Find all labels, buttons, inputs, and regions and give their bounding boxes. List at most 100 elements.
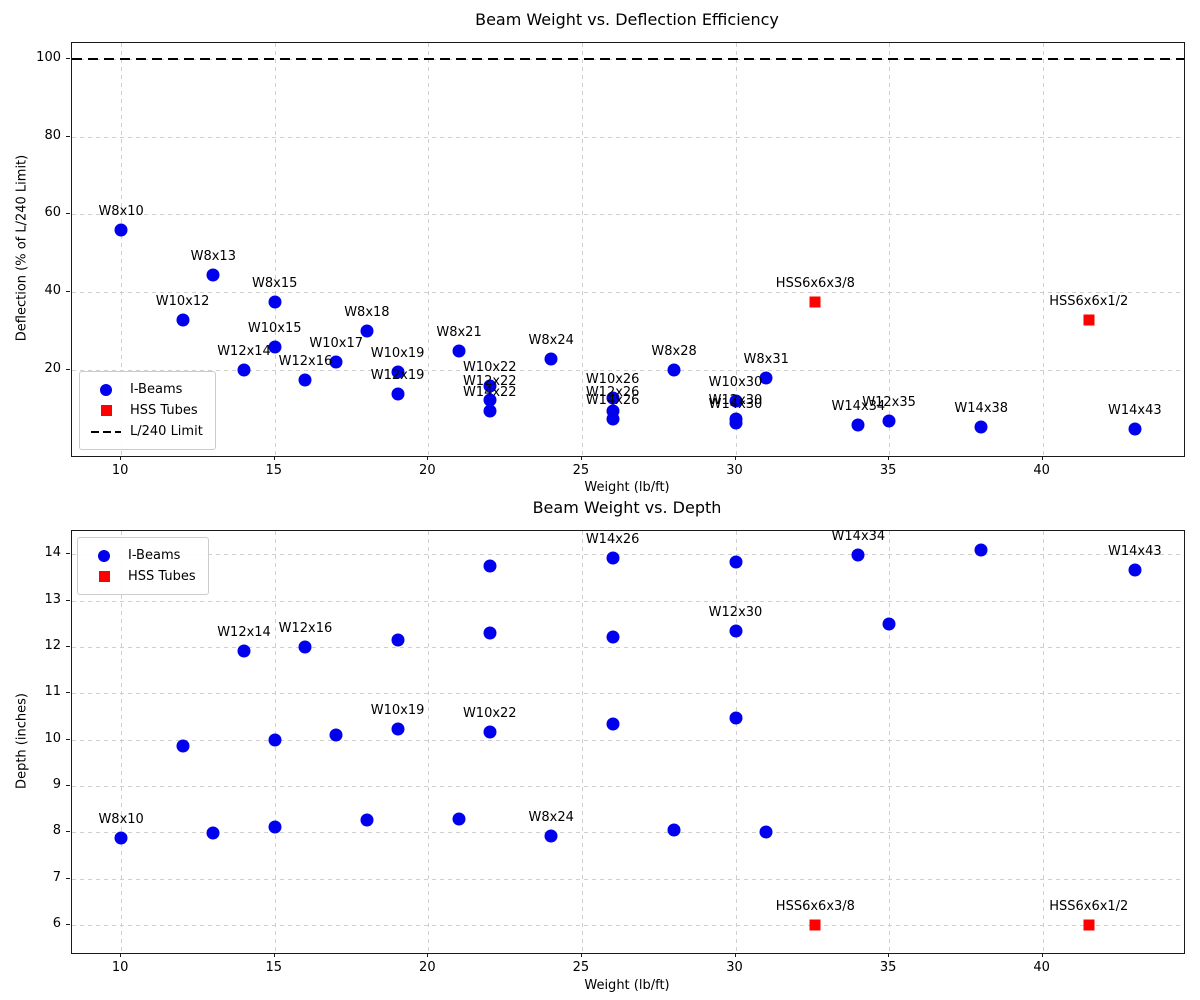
point-annotation: HSS6x6x1/2: [1049, 293, 1129, 309]
point-annotation: W8x31: [743, 352, 789, 368]
x-tick-label: 30: [726, 463, 743, 478]
data-point-w10x30: [729, 394, 742, 408]
x-gridline: [581, 43, 583, 456]
data-point-w12x30: [729, 624, 742, 638]
legend-entry-label: I-Beams: [130, 382, 183, 397]
point-annotation: HSS6x6x1/2: [1049, 899, 1129, 915]
point-annotation: W8x18: [344, 305, 390, 321]
data-point-w14x43: [1128, 422, 1142, 436]
x-tick-label: 35: [879, 463, 897, 478]
point-annotation: W14x43: [1108, 543, 1162, 559]
data-point-w8x10: [114, 223, 128, 237]
x-tick-mark: [120, 456, 122, 460]
data-point-w8x31: [759, 371, 773, 385]
x-tick-label: 25: [572, 463, 590, 478]
point-annotation: W12x16: [278, 354, 333, 370]
y-gridline: [72, 878, 1184, 880]
point-annotation: W14x43: [1108, 402, 1162, 418]
data-point-w14x38: [974, 543, 988, 557]
data-point-w8x31: [759, 825, 773, 839]
legend-entry: HSS Tubes: [88, 566, 196, 587]
x-gridline: [274, 43, 276, 456]
data-point-w12x35: [882, 414, 896, 428]
y-gridline: [72, 693, 1184, 695]
y-tick-label: 40: [44, 283, 61, 299]
depth-legend: I-Beams HSS Tubes: [77, 537, 209, 595]
x-tick-label: 15: [265, 960, 282, 975]
y-tick-mark: [66, 599, 70, 601]
point-annotation: W8x28: [651, 344, 697, 360]
legend-marker-icon: [90, 430, 122, 433]
x-tick-mark: [734, 953, 736, 957]
x-tick-label: 25: [572, 960, 590, 975]
x-tick-mark: [120, 953, 122, 957]
dashed-line-icon: [91, 430, 121, 433]
point-annotation: W12x14: [217, 344, 271, 360]
point-annotation: W10x17: [309, 336, 363, 352]
legend-entry: L/240 Limit: [90, 421, 203, 442]
y-tick-label: 12: [44, 637, 61, 653]
data-point-w8x10: [114, 831, 128, 845]
data-point-w10x26: [606, 717, 620, 731]
data-point-hss6x6x3/8: [809, 919, 821, 931]
data-point-w14x22: [483, 404, 497, 418]
x-gridline: [428, 531, 430, 953]
data-point-w14x22: [483, 559, 497, 573]
x-gridline: [1042, 43, 1044, 456]
deflection-plot-area: W8x10 W10x12 W8x13 W12x14 W8x15 W10x15 W12x16 W…: [71, 42, 1185, 457]
point-annotation: W10x19: [370, 346, 425, 362]
point-annotation: HSS6x6x3/8: [775, 899, 855, 915]
x-gridline: [735, 43, 737, 456]
data-point-w14x30: [729, 416, 742, 430]
y-tick-label: 60: [44, 205, 61, 221]
y-gridline: [72, 925, 1184, 927]
x-tick-mark: [1041, 456, 1043, 460]
point-annotation: W14x26: [585, 392, 640, 408]
y-tick-mark: [66, 831, 70, 833]
x-gridline: [889, 43, 891, 456]
y-gridline: [72, 646, 1184, 648]
data-point-w12x16: [298, 640, 312, 654]
x-tick-mark: [888, 456, 890, 460]
y-tick-label: 13: [44, 591, 61, 607]
y-tick-label: 14: [44, 545, 61, 561]
data-point-w12x16: [298, 373, 312, 387]
data-point-w14x38: [974, 420, 988, 434]
data-point-w8x18: [360, 324, 374, 338]
data-point-hss6x6x1/2: [1083, 314, 1095, 326]
y-tick-mark: [66, 785, 70, 787]
x-gridline: [121, 43, 123, 456]
data-point-w8x24: [544, 829, 558, 843]
x-gridline: [889, 531, 891, 953]
square-marker-icon: [100, 405, 112, 416]
point-annotation: W12x30: [708, 605, 763, 621]
data-point-w8x24: [544, 352, 558, 366]
x-tick-mark: [273, 456, 275, 460]
point-annotation: W10x15: [247, 320, 302, 336]
point-annotation: W12x35: [862, 394, 916, 410]
data-point-hss6x6x3/8: [809, 296, 821, 308]
data-point-w10x30: [729, 711, 742, 725]
y-gridline: [72, 370, 1184, 372]
x-tick-label: 20: [419, 960, 436, 975]
y-tick-label: 80: [44, 127, 61, 143]
point-annotation: W14x34: [831, 398, 886, 414]
point-annotation: W12x30: [708, 392, 763, 408]
deflection-chart-title: Beam Weight vs. Deflection Efficiency: [475, 10, 779, 29]
deflection-legend: I-Beams HSS Tubes L/240 Limit: [79, 371, 216, 450]
point-annotation: W14x26: [585, 532, 640, 548]
y-tick-label: 100: [36, 49, 61, 65]
legend-entry-label: HSS Tubes: [128, 569, 196, 584]
x-tick-label: 15: [265, 463, 282, 478]
data-point-w14x34: [851, 418, 865, 432]
data-point-w10x22: [483, 725, 497, 739]
point-annotation: W10x22: [462, 705, 517, 721]
data-point-w8x21: [452, 812, 466, 826]
point-annotation: W10x26: [585, 371, 640, 387]
point-annotation: W8x24: [528, 332, 574, 348]
y-tick-mark: [66, 135, 70, 137]
y-gridline: [72, 739, 1184, 741]
data-point-w10x17: [329, 355, 343, 369]
data-point-w8x28: [667, 823, 681, 837]
y-gridline: [72, 600, 1184, 602]
